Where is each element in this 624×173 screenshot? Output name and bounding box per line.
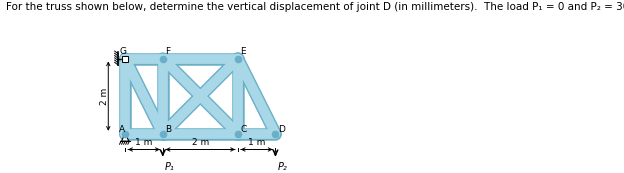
Text: E: E xyxy=(240,47,246,56)
Text: G: G xyxy=(120,47,127,56)
Text: D: D xyxy=(278,125,285,134)
Text: C: C xyxy=(240,125,246,134)
Text: 1 m: 1 m xyxy=(248,138,265,147)
Text: P₂: P₂ xyxy=(277,162,287,172)
Text: For the truss shown below, determine the vertical displacement of joint D (in mi: For the truss shown below, determine the… xyxy=(6,2,624,12)
Polygon shape xyxy=(122,134,129,141)
Text: A: A xyxy=(119,125,125,134)
Text: F: F xyxy=(165,47,170,56)
Text: 1 m: 1 m xyxy=(135,138,153,147)
Text: 2 m: 2 m xyxy=(100,88,109,105)
Text: B: B xyxy=(165,125,171,134)
Text: 2 m: 2 m xyxy=(192,138,209,147)
Text: P₁: P₁ xyxy=(165,162,174,172)
